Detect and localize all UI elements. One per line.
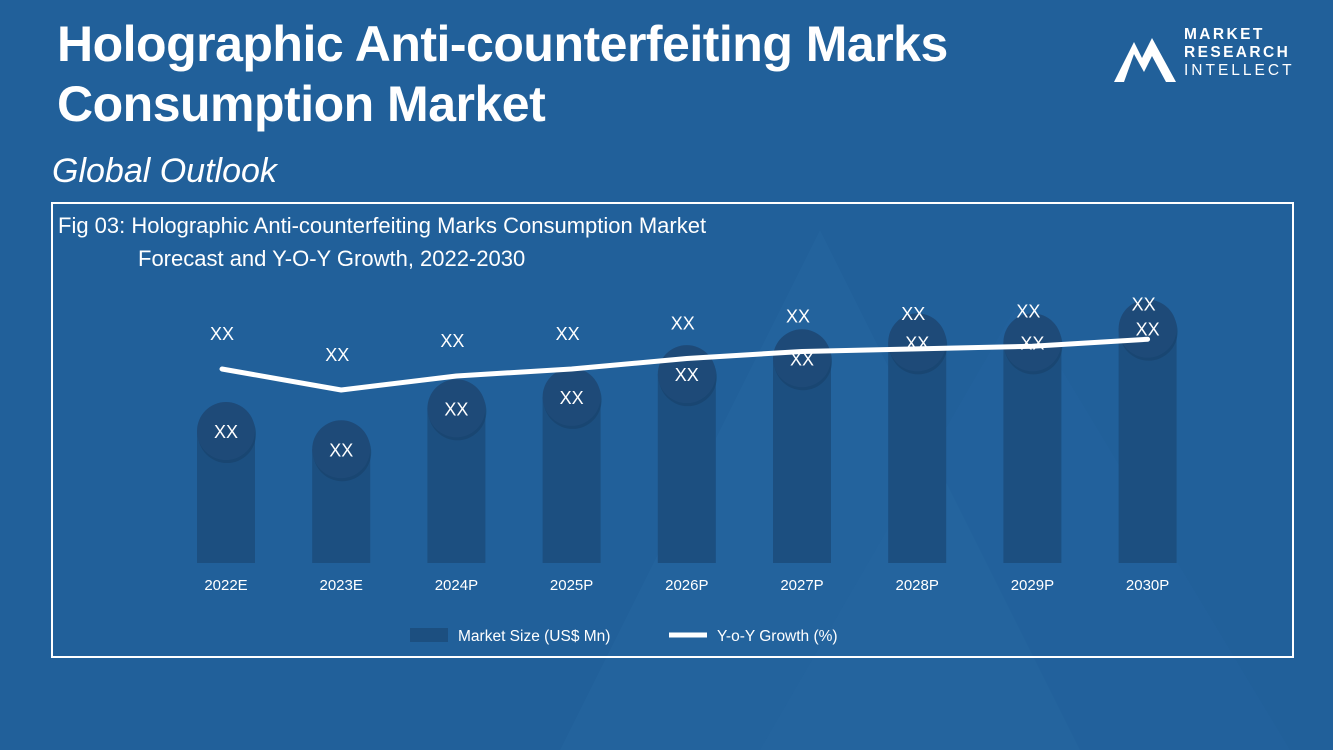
bar-2028P	[888, 342, 947, 563]
bar-2027P	[773, 358, 831, 563]
x-tick-label: 2025P	[550, 577, 593, 594]
line-value-label: XX	[671, 314, 695, 334]
line-value-label: XX	[786, 307, 810, 327]
x-tick-label: 2026P	[665, 577, 708, 594]
x-tick-label: 2023E	[320, 577, 363, 594]
bar-value-label: XX	[329, 440, 353, 460]
figure-title-line-2: Forecast and Y-O-Y Growth, 2022-2030	[138, 246, 526, 271]
line-value-label: XX	[556, 324, 580, 344]
figure-title-line-1: Fig 03: Holographic Anti-counterfeiting …	[58, 213, 707, 238]
x-tick-label: 2030P	[1126, 577, 1169, 594]
legend-line-label: Y-o-Y Growth (%)	[717, 628, 838, 645]
bar-value-bubble	[1003, 313, 1062, 372]
bar-value-label: XX	[675, 365, 699, 385]
logo-text: MARKET RESEARCH INTELLECT	[1184, 26, 1295, 80]
x-tick-label: 2029P	[1011, 577, 1054, 594]
bar-value-bubble	[312, 420, 371, 479]
bar-2030P	[1118, 328, 1177, 563]
page-subtitle: Global Outlook	[52, 152, 277, 190]
line-value-label: XX	[210, 324, 234, 344]
bar-value-label: XX	[1136, 320, 1160, 340]
bar-value-bubble	[197, 402, 255, 461]
bar-value-bubble	[888, 313, 947, 372]
chart-frame	[51, 202, 1294, 658]
brand-logo: MARKET RESEARCH INTELLECT	[1114, 26, 1304, 86]
bar-value-label: XX	[444, 399, 468, 419]
bar-value-label: XX	[560, 388, 584, 408]
x-tick-label: 2028P	[896, 577, 939, 594]
x-tick-label: 2024P	[435, 577, 478, 594]
line-value-label: XX	[901, 304, 925, 324]
bar-value-bubble	[773, 329, 831, 388]
logo-line-3: INTELLECT	[1184, 62, 1295, 79]
bar-value-bubble	[1118, 299, 1177, 358]
logo-line-2: RESEARCH	[1184, 44, 1291, 61]
logo-line-1: MARKET	[1184, 26, 1265, 43]
x-tick-label: 2027P	[780, 577, 823, 594]
bar-value-bubble	[427, 379, 486, 438]
page-title: Holographic Anti-counterfeiting Marks Co…	[57, 16, 948, 132]
line-value-label: XX	[325, 345, 349, 365]
bar-2029P	[1003, 342, 1062, 563]
x-tick-label: 2022E	[204, 577, 247, 594]
yoy-growth-line	[219, 336, 1151, 393]
legend-bar-swatch	[410, 628, 448, 642]
line-value-label: XX	[440, 331, 464, 351]
legend-bar-label: Market Size (US$ Mn)	[458, 628, 610, 645]
line-value-label: XX	[1016, 301, 1040, 321]
logo-mark-icon	[1114, 38, 1176, 82]
line-value-label: XX	[1132, 294, 1156, 314]
bar-value-label: XX	[214, 422, 238, 442]
figure-title: Fig 03: Holographic Anti-counterfeiting …	[58, 209, 706, 275]
bar-value-bubble	[542, 367, 601, 426]
